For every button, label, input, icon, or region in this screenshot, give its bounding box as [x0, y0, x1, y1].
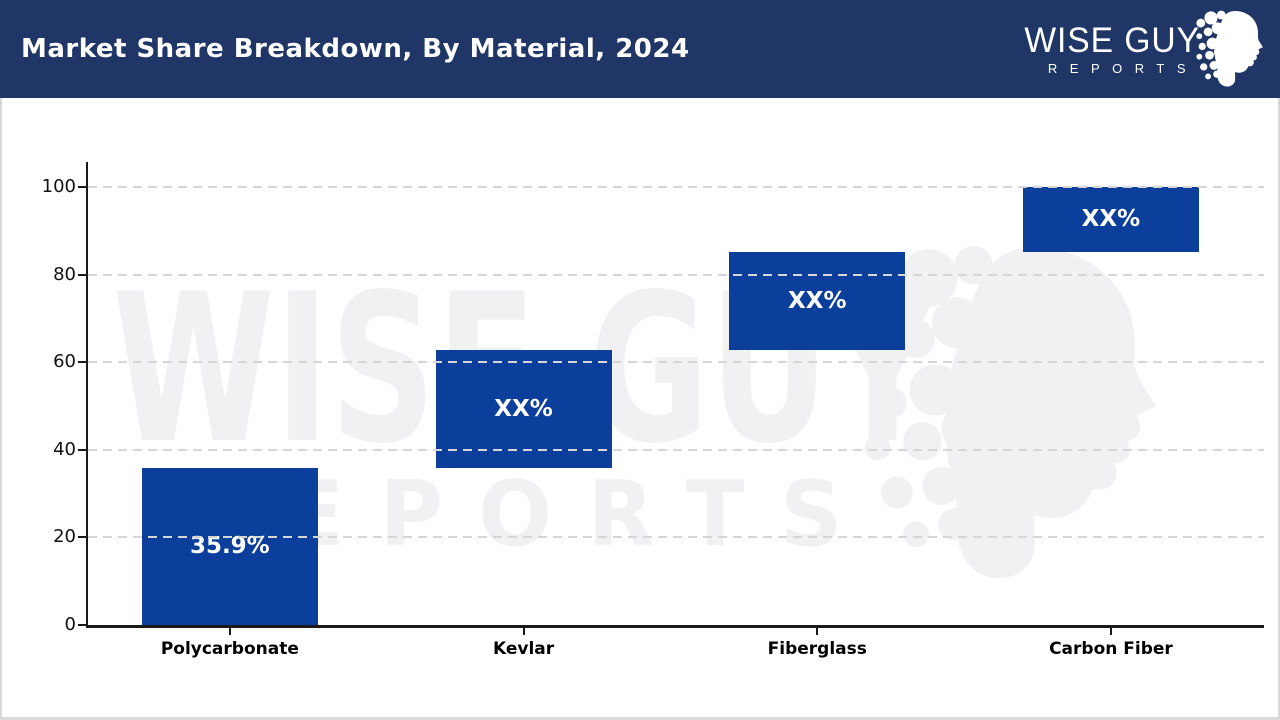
gridline	[88, 361, 1264, 364]
gridline	[88, 273, 1264, 276]
gridline	[88, 536, 1264, 539]
x-tick-mark	[1109, 625, 1112, 635]
y-tick-label: 80	[53, 263, 76, 285]
y-tick-label: 60	[53, 351, 76, 373]
y-tick-mark	[78, 536, 86, 539]
brand-tagline: REPORTS	[1047, 60, 1198, 76]
y-tick-label: 40	[53, 438, 76, 460]
gridline	[88, 186, 1264, 188]
chart-title: Market Share Breakdown, By Material, 202…	[21, 34, 690, 64]
bar-value-label: XX%	[1081, 206, 1141, 233]
x-tick-mark	[816, 625, 819, 635]
brand-logo: WISE GUY REPORTS	[1017, 7, 1274, 91]
bar-fiberglass: XX%	[729, 251, 906, 350]
x-category-label: Kevlar	[492, 639, 555, 659]
bar-value-label: XX%	[494, 395, 553, 422]
gridline	[88, 448, 1264, 451]
y-tick-label: 0	[64, 614, 76, 635]
brand-name: WISE GUY	[1024, 20, 1200, 60]
bar-kevlar: XX%	[435, 349, 612, 468]
x-tick-mark	[228, 625, 231, 635]
y-tick-mark	[78, 361, 86, 364]
x-category-label: Fiberglass	[767, 639, 867, 659]
watermark-face-icon	[864, 246, 1156, 579]
y-axis-line	[86, 162, 88, 627]
x-category-label: Polycarbonate	[160, 639, 299, 659]
bar-carbon-fiber: XX%	[1022, 187, 1199, 252]
y-tick-label: 20	[53, 526, 76, 548]
bar-value-label: XX%	[787, 287, 847, 314]
bar-polycarbonate: 35.9%	[141, 467, 318, 625]
y-tick-mark	[78, 624, 86, 626]
y-tick-mark	[78, 186, 86, 188]
y-tick-mark	[78, 273, 86, 276]
header-banner: Market Share Breakdown, By Material, 202…	[0, 0, 1280, 98]
x-category-label: Carbon Fiber	[1049, 639, 1173, 659]
x-tick-mark	[522, 625, 525, 635]
y-tick-mark	[78, 448, 86, 451]
dotted-face-icon	[1196, 10, 1263, 87]
y-tick-label: 100	[41, 176, 76, 197]
brand-logo-text: WISE GUY REPORTS	[1017, 23, 1200, 76]
x-axis-line	[86, 625, 1264, 628]
